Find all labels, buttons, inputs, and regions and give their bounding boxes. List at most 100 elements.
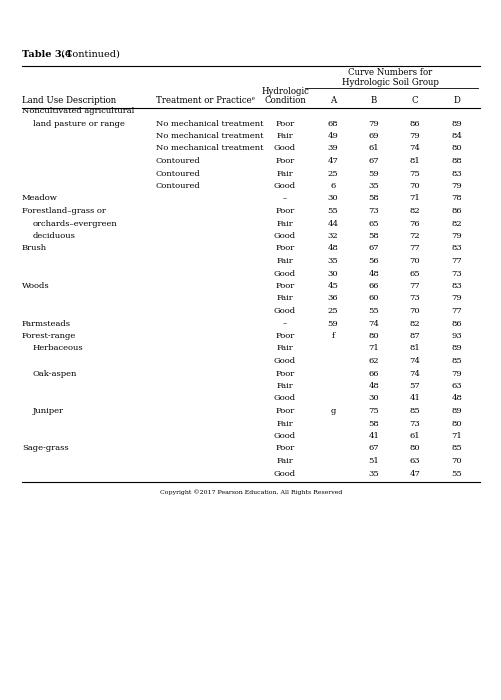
Text: 48: 48 xyxy=(368,270,379,277)
Text: 70: 70 xyxy=(451,457,461,465)
Text: Copyright ©2017 Pearson Education, All Rights Reserved: Copyright ©2017 Pearson Education, All R… xyxy=(159,490,342,496)
Text: 89: 89 xyxy=(451,344,461,353)
Text: Hydrologic Soil Group: Hydrologic Soil Group xyxy=(341,78,437,87)
Text: Meadow: Meadow xyxy=(22,195,58,202)
Text: D: D xyxy=(453,96,459,105)
Text: 30: 30 xyxy=(327,195,338,202)
Text: 77: 77 xyxy=(409,244,419,253)
Text: –: – xyxy=(282,319,287,328)
Text: 73: 73 xyxy=(409,295,419,302)
Text: 74: 74 xyxy=(409,370,420,377)
Text: 79: 79 xyxy=(451,182,461,190)
Text: 60: 60 xyxy=(368,295,378,302)
Text: 73: 73 xyxy=(409,419,419,428)
Text: 71: 71 xyxy=(409,195,419,202)
Text: Poor: Poor xyxy=(275,282,294,290)
Text: Poor: Poor xyxy=(275,370,294,377)
Text: Fair: Fair xyxy=(276,382,293,390)
Text: –: – xyxy=(282,195,287,202)
Text: 79: 79 xyxy=(368,120,379,127)
Text: 75: 75 xyxy=(409,169,419,178)
Text: 74: 74 xyxy=(409,357,420,365)
Text: 83: 83 xyxy=(451,169,461,178)
Text: 67: 67 xyxy=(368,244,379,253)
Text: Woods: Woods xyxy=(22,282,50,290)
Text: 85: 85 xyxy=(451,357,461,365)
Text: 74: 74 xyxy=(368,319,379,328)
Text: Good: Good xyxy=(274,307,296,315)
Text: Good: Good xyxy=(274,357,296,365)
Text: 58: 58 xyxy=(368,232,379,240)
Text: Fair: Fair xyxy=(276,344,293,353)
Text: 87: 87 xyxy=(409,332,419,340)
Text: 89: 89 xyxy=(451,120,461,127)
Text: Curve Numbers for: Curve Numbers for xyxy=(347,68,431,77)
Text: 51: 51 xyxy=(368,457,379,465)
Text: 88: 88 xyxy=(451,157,461,165)
Text: Poor: Poor xyxy=(275,407,294,415)
Text: Contoured: Contoured xyxy=(156,169,200,178)
Text: No mechanical treatment: No mechanical treatment xyxy=(156,132,263,140)
Text: Fair: Fair xyxy=(276,220,293,228)
Text: 47: 47 xyxy=(409,470,420,477)
Text: Hydrologic: Hydrologic xyxy=(261,87,308,96)
Text: 81: 81 xyxy=(409,344,419,353)
Text: Poor: Poor xyxy=(275,244,294,253)
Text: Fair: Fair xyxy=(276,257,293,265)
Text: Contoured: Contoured xyxy=(156,157,200,165)
Text: Farmsteads: Farmsteads xyxy=(22,319,71,328)
Text: 80: 80 xyxy=(409,444,419,452)
Text: 61: 61 xyxy=(409,432,419,440)
Text: 49: 49 xyxy=(327,132,338,140)
Text: 77: 77 xyxy=(409,282,419,290)
Text: 55: 55 xyxy=(368,307,379,315)
Text: 36: 36 xyxy=(327,295,338,302)
Text: 55: 55 xyxy=(451,470,461,477)
Text: Good: Good xyxy=(274,232,296,240)
Text: Good: Good xyxy=(274,395,296,402)
Text: 61: 61 xyxy=(368,144,379,153)
Text: 47: 47 xyxy=(327,157,338,165)
Text: 89: 89 xyxy=(451,407,461,415)
Text: 86: 86 xyxy=(451,319,461,328)
Text: 74: 74 xyxy=(409,144,420,153)
Text: 35: 35 xyxy=(327,257,338,265)
Text: Good: Good xyxy=(274,470,296,477)
Text: 67: 67 xyxy=(368,444,379,452)
Text: orchards–evergreen: orchards–evergreen xyxy=(33,220,118,228)
Text: (Continued): (Continued) xyxy=(58,50,120,59)
Text: land pasture or range: land pasture or range xyxy=(33,120,125,127)
Text: 66: 66 xyxy=(368,370,378,377)
Text: 83: 83 xyxy=(451,282,461,290)
Text: Fair: Fair xyxy=(276,169,293,178)
Text: 65: 65 xyxy=(368,220,379,228)
Text: Poor: Poor xyxy=(275,444,294,452)
Text: 80: 80 xyxy=(451,144,461,153)
Text: g: g xyxy=(330,407,335,415)
Text: 48: 48 xyxy=(451,395,461,402)
Text: 67: 67 xyxy=(368,157,379,165)
Text: 82: 82 xyxy=(409,319,419,328)
Text: Brush: Brush xyxy=(22,244,47,253)
Text: No mechanical treatment: No mechanical treatment xyxy=(156,144,263,153)
Text: 85: 85 xyxy=(409,407,419,415)
Text: Good: Good xyxy=(274,144,296,153)
Text: 62: 62 xyxy=(368,357,378,365)
Text: 55: 55 xyxy=(327,207,338,215)
Text: Poor: Poor xyxy=(275,120,294,127)
Text: Forest-range: Forest-range xyxy=(22,332,76,340)
Text: 86: 86 xyxy=(451,207,461,215)
Text: Fair: Fair xyxy=(276,132,293,140)
Text: 58: 58 xyxy=(368,419,379,428)
Text: 69: 69 xyxy=(368,132,379,140)
Text: 63: 63 xyxy=(451,382,461,390)
Text: 6: 6 xyxy=(330,182,335,190)
Text: Poor: Poor xyxy=(275,207,294,215)
Text: A: A xyxy=(329,96,336,105)
Text: 68: 68 xyxy=(327,120,338,127)
Text: 58: 58 xyxy=(368,195,379,202)
Text: 48: 48 xyxy=(368,382,379,390)
Text: 48: 48 xyxy=(327,244,338,253)
Text: 73: 73 xyxy=(451,270,461,277)
Text: 80: 80 xyxy=(451,419,461,428)
